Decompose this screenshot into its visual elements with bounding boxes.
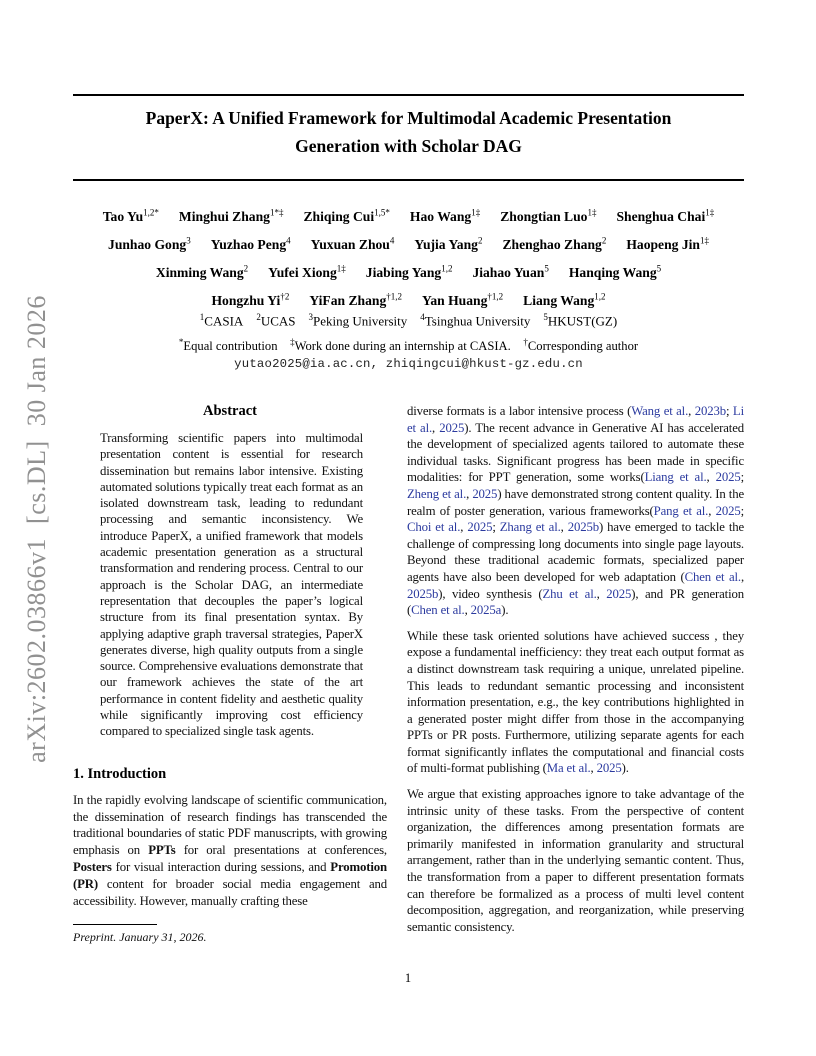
body-paragraph-1: diverse formats is a labor intensive pro… xyxy=(407,404,745,618)
footnote-rule xyxy=(73,923,157,925)
author-name: Tao Yu1,2* xyxy=(102,207,159,224)
two-column-body: Abstract Transforming scientific papers … xyxy=(73,403,744,945)
author-name: Yujia Yang2 xyxy=(414,235,483,252)
citation-link[interactable]: 2025 xyxy=(715,470,741,485)
paper-title-line1: PaperX: A Unified Framework for Multimod… xyxy=(145,108,672,128)
affiliations-line: 1CASIA 2UCAS 3Peking University 4Tsinghu… xyxy=(199,312,618,329)
author-name: Zhenghao Zhang2 xyxy=(502,235,607,252)
author-name: Shenghua Chai1‡ xyxy=(616,207,715,224)
authors-block: Tao Yu1,2* Minghui Zhang1*‡ Zhiqing Cui1,5… xyxy=(63,198,754,310)
author-row-4: Hongzhu Yi†2 YiFan Zhang†1,2 Yan Huang†1,2… xyxy=(63,282,754,310)
author-row-2: Junhao Gong3 Yuzhao Peng4 Yuxuan Zhou4 Yuji… xyxy=(63,226,754,254)
author-name: Haopeng Jin1‡ xyxy=(626,235,709,252)
author-name: Yufei Xiong1‡ xyxy=(268,263,346,280)
citation-link[interactable]: Choi et al. xyxy=(407,520,461,535)
paper-title: PaperX: A Unified Framework for Multimod… xyxy=(73,104,744,160)
citation-link[interactable]: Chen et al. xyxy=(411,603,465,618)
citation-link[interactable]: 2025 xyxy=(606,586,632,601)
author-name: Liang Wang1,2 xyxy=(523,291,606,308)
body-paragraph-3: We argue that existing approaches ignore… xyxy=(407,787,744,934)
section-heading-introduction: 1. Introduction xyxy=(73,765,167,782)
arxiv-identifier-sidebar: arXiv:2602.03866v1 [cs.DL] 30 Jan 2026 xyxy=(22,295,51,763)
left-column: Abstract Transforming scientific papers … xyxy=(73,403,387,945)
author-name: Junhao Gong3 xyxy=(108,235,191,252)
citation-link[interactable]: 2025b xyxy=(567,520,599,535)
citation-link[interactable]: Zhang et al. xyxy=(499,520,561,535)
author-name: Hanqing Wang5 xyxy=(568,263,662,280)
citation-link[interactable]: 2025 xyxy=(439,420,465,435)
right-column: diverse formats is a labor intensive pro… xyxy=(407,403,744,945)
citation-link[interactable]: Zhu et al. xyxy=(542,586,597,601)
author-name: Zhiqing Cui1,5* xyxy=(303,207,390,224)
page-number: 1 xyxy=(404,971,412,985)
author-name: Yuzhao Peng4 xyxy=(210,235,291,252)
author-name: Jiabing Yang1,2 xyxy=(365,263,453,280)
author-name: Yuxuan Zhou4 xyxy=(310,235,395,252)
citation-link[interactable]: Liang et al. xyxy=(644,470,707,485)
author-name: Yan Huang†1,2 xyxy=(422,291,504,308)
author-name: YiFan Zhang†1,2 xyxy=(309,291,403,308)
citation-link[interactable]: 2025 xyxy=(715,503,741,518)
author-name: Zhongtian Luo1‡ xyxy=(500,207,597,224)
citation-link[interactable]: 2023b xyxy=(694,404,726,418)
contact-emails: yutao2025@ia.ac.cn, zhiqingcui@hkust-gz.… xyxy=(234,357,583,371)
abstract-text: Transforming scientific papers into mult… xyxy=(100,431,363,739)
abstract-heading: Abstract xyxy=(203,403,257,419)
author-notes-line: *Equal contribution ‡Work done during an… xyxy=(178,337,639,354)
citation-link[interactable]: Zheng et al. xyxy=(407,486,467,501)
author-row-3: Xinming Wang2 Yufei Xiong1‡ Jiabing Yang1,… xyxy=(63,254,754,282)
author-name: Hao Wang1‡ xyxy=(409,207,481,224)
citation-link[interactable]: Li et al. xyxy=(407,404,744,435)
citation-link[interactable]: Ma et al. xyxy=(546,761,591,776)
author-name: Hongzhu Yi†2 xyxy=(211,291,290,308)
author-name: Jiahao Yuan5 xyxy=(472,263,549,280)
header-rule-bottom xyxy=(73,179,744,181)
header-rule-top xyxy=(73,94,744,96)
citation-link[interactable]: 2025 xyxy=(467,520,493,535)
citation-link[interactable]: 2025b xyxy=(407,586,439,601)
citation-link[interactable]: Wang et al. xyxy=(631,404,689,418)
body-paragraph-2: While these task oriented solutions have… xyxy=(407,628,744,776)
preprint-footnote: Preprint. January 31, 2026. xyxy=(73,929,207,944)
citation-link[interactable]: Chen et al. xyxy=(684,569,742,584)
author-row-1: Tao Yu1,2* Minghui Zhang1*‡ Zhiqing Cui1,5… xyxy=(63,198,754,226)
paper-title-line2: Generation with Scholar DAG xyxy=(295,136,522,156)
author-name: Xinming Wang2 xyxy=(155,263,249,280)
citation-link[interactable]: 2025 xyxy=(472,486,498,501)
introduction-paragraph: In the rapidly evolving landscape of sci… xyxy=(73,792,387,909)
citation-link[interactable]: 2025a xyxy=(470,603,502,618)
citation-link[interactable]: 2025 xyxy=(596,761,622,776)
citation-link[interactable]: Pang et al. xyxy=(653,503,709,518)
author-name: Minghui Zhang1*‡ xyxy=(178,207,284,224)
